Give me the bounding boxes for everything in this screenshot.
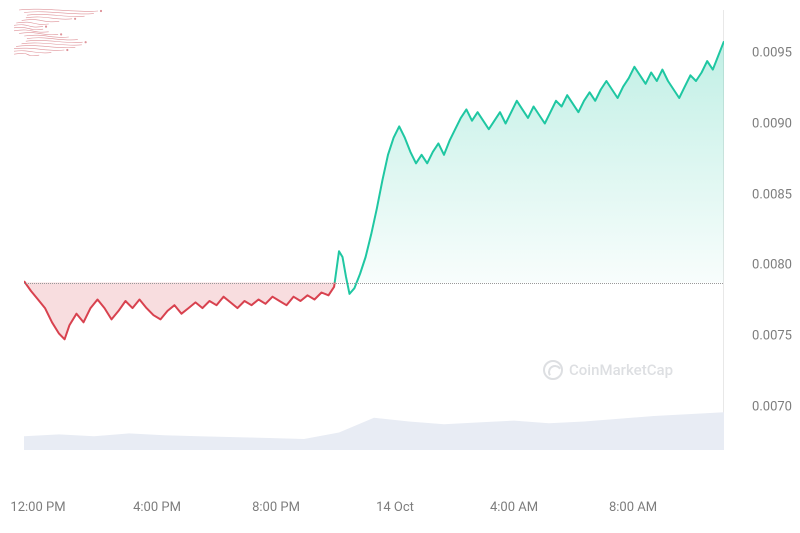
x-tick-label: 4:00 AM — [490, 500, 538, 515]
x-axis-labels: 12:00 PM4:00 PM8:00 PM14 Oct4:00 AM8:00 … — [24, 500, 724, 522]
x-tick-label: 12:00 PM — [10, 500, 65, 515]
y-tick-label: 0.0080 — [752, 258, 792, 273]
watermark: CoinMarketCap — [543, 360, 673, 380]
volume-band — [24, 404, 723, 450]
y-tick-label: 0.0085 — [752, 187, 792, 202]
watermark-text: CoinMarketCap — [569, 361, 673, 379]
y-tick-label: 0.0095 — [752, 45, 792, 60]
price-svg — [24, 10, 724, 450]
y-tick-label: 0.0090 — [752, 116, 792, 131]
x-tick-label: 8:00 AM — [609, 500, 657, 515]
y-tick-label: 0.0075 — [752, 329, 792, 344]
baseline-dotted — [24, 283, 723, 284]
x-tick-label: 14 Oct — [376, 500, 414, 515]
x-tick-label: 8:00 PM — [252, 500, 300, 515]
y-tick-label: 0.0070 — [752, 400, 792, 415]
decorative-scribble-icon — [14, 6, 114, 64]
plot-area[interactable]: CoinMarketCap — [24, 10, 724, 450]
x-tick-label: 4:00 PM — [133, 500, 181, 515]
y-axis-labels: 0.0070 0.0075 0.0080 0.0085 0.0090 0.0095 — [732, 10, 792, 450]
price-chart: CoinMarketCap 0.00700.00750.00800.00850.… — [24, 10, 724, 490]
cmc-logo-icon — [543, 360, 563, 380]
